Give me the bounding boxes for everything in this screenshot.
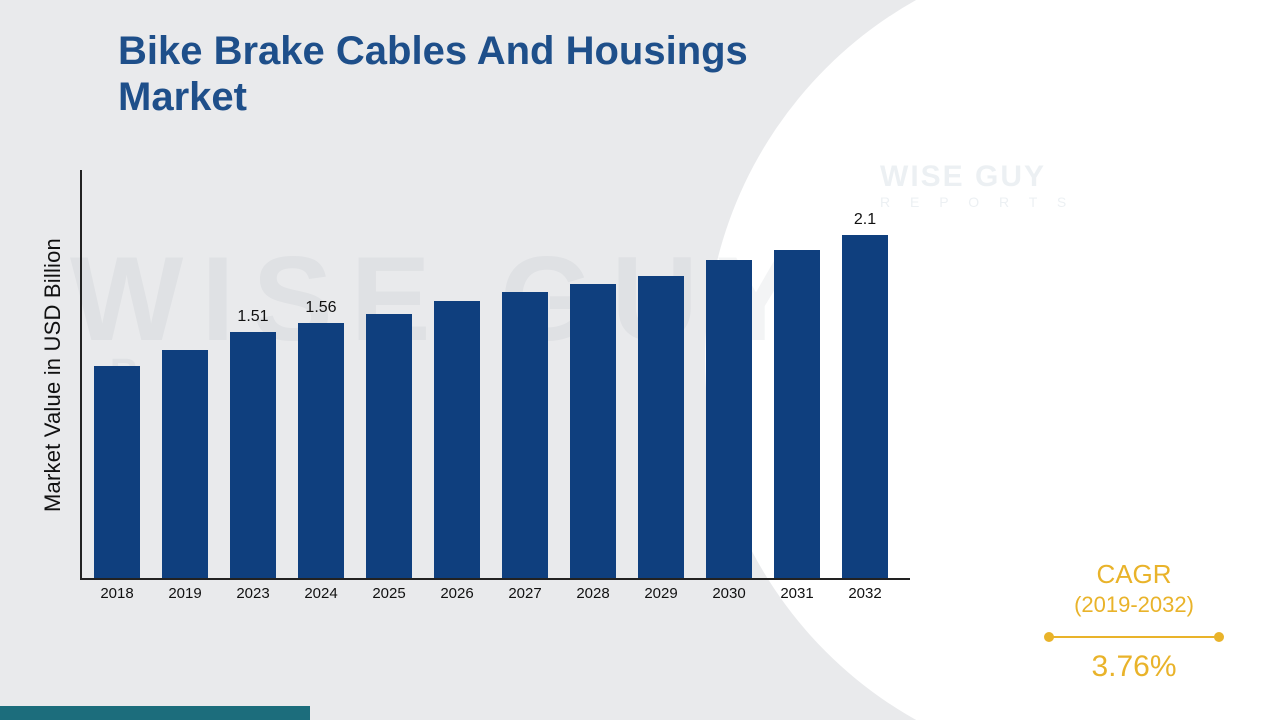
bar (570, 284, 616, 578)
bar-category-label: 2030 (706, 585, 752, 602)
bar (162, 350, 208, 578)
bars-container: 2018 2019 1.512023 1.562024 2025 2026 2027 2028… (94, 170, 910, 578)
cagr-label: CAGR (1024, 559, 1244, 590)
bar-value-label: 1.56 (298, 299, 344, 317)
bar-category-label: 2028 (570, 585, 616, 602)
bar-slot: 2028 (570, 170, 616, 578)
bar-slot: 2031 (774, 170, 820, 578)
bar (842, 235, 888, 578)
bar-slot: 2027 (502, 170, 548, 578)
bar (94, 366, 140, 578)
cagr-block: CAGR (2019-2032) 3.76% (1024, 559, 1244, 684)
bar (298, 323, 344, 578)
bar-category-label: 2027 (502, 585, 548, 602)
bar (706, 260, 752, 578)
bar-value-label: 1.51 (230, 308, 276, 326)
bar-slot: 2030 (706, 170, 752, 578)
bar-category-label: 2024 (298, 585, 344, 602)
bar-category-label: 2023 (230, 585, 276, 602)
cagr-value: 3.76% (1024, 650, 1244, 684)
bottom-accent-bar (0, 706, 310, 720)
brand-logo: WISE GUY R E P O R T S (980, 28, 1250, 81)
bar (774, 250, 820, 578)
bar-slot: 2026 (434, 170, 480, 578)
bar-category-label: 2026 (434, 585, 480, 602)
bar-category-label: 2032 (842, 585, 888, 602)
bar-slot: 1.562024 (298, 170, 344, 578)
bar-category-label: 2025 (366, 585, 412, 602)
report-infographic: WISE GUY REPORTS WISE GUY R E P O R T S … (0, 0, 1280, 720)
chart-title: Bike Brake Cables And Housings Market (118, 28, 838, 120)
bar-slot: 1.512023 (230, 170, 276, 578)
brain-head-icon (1188, 22, 1260, 106)
y-axis-line (80, 170, 82, 580)
bar-chart: 201820191.5120231.5620242025202620272028… (80, 170, 910, 600)
bar-value-label: 2.1 (842, 211, 888, 229)
bar-category-label: 2029 (638, 585, 684, 602)
bar-slot: 2019 (162, 170, 208, 578)
y-axis-label: Market Value in USD Billion (40, 238, 66, 512)
bar-slot: 2025 (366, 170, 412, 578)
bar-slot: 2029 (638, 170, 684, 578)
bar (638, 276, 684, 578)
cagr-range: (2019-2032) (1024, 592, 1244, 618)
bar-slot: 2018 (94, 170, 140, 578)
cagr-divider (1049, 636, 1219, 638)
bar (230, 332, 276, 578)
x-axis-line (80, 578, 910, 580)
bar-category-label: 2019 (162, 585, 208, 602)
bar (366, 314, 412, 578)
bar-category-label: 2031 (774, 585, 820, 602)
bar (434, 301, 480, 578)
bar-category-label: 2018 (94, 585, 140, 602)
bar (502, 292, 548, 578)
bar-slot: 2.12032 (842, 170, 888, 578)
